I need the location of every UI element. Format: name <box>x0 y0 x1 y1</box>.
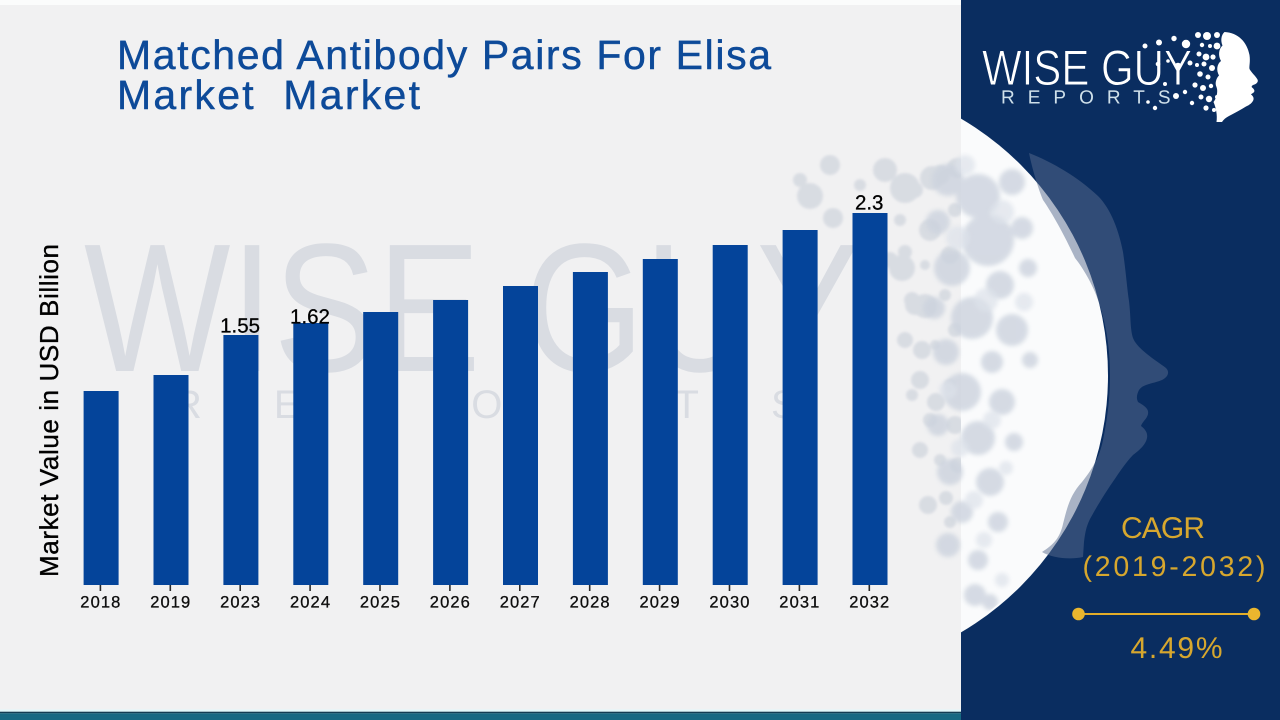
svg-text:2025: 2025 <box>360 594 400 612</box>
svg-text:2026: 2026 <box>430 594 470 612</box>
svg-text:2032: 2032 <box>849 594 889 612</box>
svg-text:2027: 2027 <box>500 594 540 612</box>
svg-text:2023: 2023 <box>220 594 260 612</box>
svg-text:4.49%: 4.49% <box>1131 632 1223 665</box>
svg-text:2030: 2030 <box>709 594 749 612</box>
svg-text:Matched Antibody Pairs For Eli: Matched Antibody Pairs For Elisa <box>117 32 771 78</box>
svg-text:REPORTS: REPORTS <box>173 383 870 427</box>
svg-text:2029: 2029 <box>640 594 680 612</box>
svg-text:2018: 2018 <box>80 594 120 612</box>
svg-text:CAGR: CAGR <box>1121 512 1205 545</box>
svg-text:2.3: 2.3 <box>855 192 884 215</box>
svg-text:Market Market: Market Market <box>117 72 421 118</box>
svg-text:(2019-2032): (2019-2032) <box>1083 551 1266 583</box>
svg-text:WISE GUY: WISE GUY <box>982 40 1192 96</box>
svg-text:Market Value in USD Billion: Market Value in USD Billion <box>34 244 64 577</box>
svg-text:1.55: 1.55 <box>220 315 260 338</box>
svg-text:2019: 2019 <box>150 594 190 612</box>
svg-text:2024: 2024 <box>290 594 330 612</box>
svg-text:2031: 2031 <box>779 594 819 612</box>
svg-text:2028: 2028 <box>570 594 610 612</box>
svg-text:1.62: 1.62 <box>290 306 330 329</box>
svg-text:REPORTS: REPORTS <box>1001 88 1184 109</box>
